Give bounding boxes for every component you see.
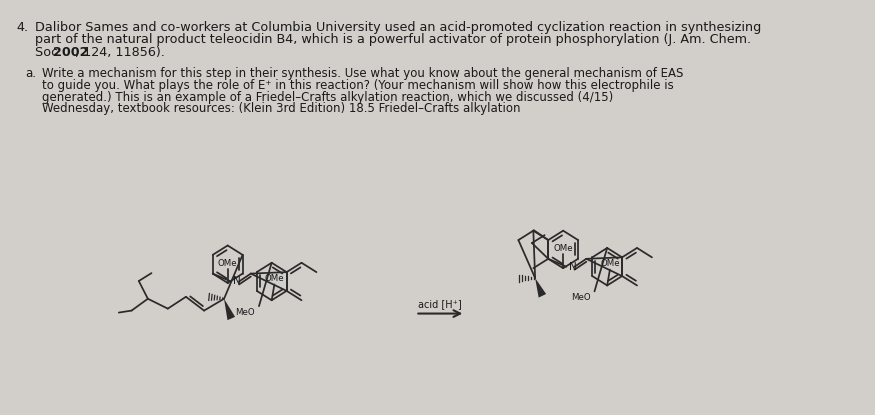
Text: MeO: MeO [235,308,256,317]
Text: to guide you. What plays the role of E⁺ in this reaction? (Your mechanism will s: to guide you. What plays the role of E⁺ … [42,79,674,92]
Polygon shape [536,278,546,298]
Text: Dalibor Sames and co-workers at Columbia University used an acid-promoted cycliz: Dalibor Sames and co-workers at Columbia… [35,20,761,34]
Text: 2002: 2002 [52,46,88,59]
Text: , 124, 11856).: , 124, 11856). [75,46,165,59]
Text: part of the natural product teleocidin B4, which is a powerful activator of prot: part of the natural product teleocidin B… [35,33,752,46]
Text: Write a mechanism for this step in their synthesis. Use what you know about the : Write a mechanism for this step in their… [42,67,683,80]
Text: OMe: OMe [600,259,619,268]
Text: OMe: OMe [264,274,284,283]
Text: acid [H⁺]: acid [H⁺] [418,299,462,309]
Text: Wednesday, textbook resources: (Klein 3rd Edition) 18.5 Friedel–Crafts alkylatio: Wednesday, textbook resources: (Klein 3r… [42,103,521,115]
Text: Soc.: Soc. [35,46,66,59]
Text: generated.) This is an example of a Friedel–Crafts alkylation reaction, which we: generated.) This is an example of a Frie… [42,90,613,104]
Text: MeO: MeO [571,293,591,302]
Text: N: N [234,276,242,286]
Text: N: N [569,262,577,272]
Polygon shape [224,299,235,320]
Text: OMe: OMe [218,259,237,268]
Text: OMe: OMe [553,244,573,253]
Text: a.: a. [25,67,37,80]
Text: 4.: 4. [17,20,29,34]
